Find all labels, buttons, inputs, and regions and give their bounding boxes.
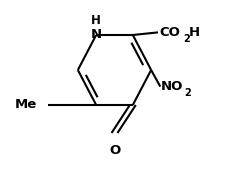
Text: Me: Me	[14, 99, 37, 111]
Text: NO: NO	[160, 80, 183, 93]
Text: 2: 2	[183, 34, 190, 44]
Text: H: H	[189, 26, 200, 39]
Text: 2: 2	[184, 88, 191, 98]
Text: CO: CO	[159, 26, 180, 39]
Text: O: O	[109, 144, 120, 156]
Text: H: H	[91, 14, 101, 27]
Text: N: N	[91, 29, 102, 41]
